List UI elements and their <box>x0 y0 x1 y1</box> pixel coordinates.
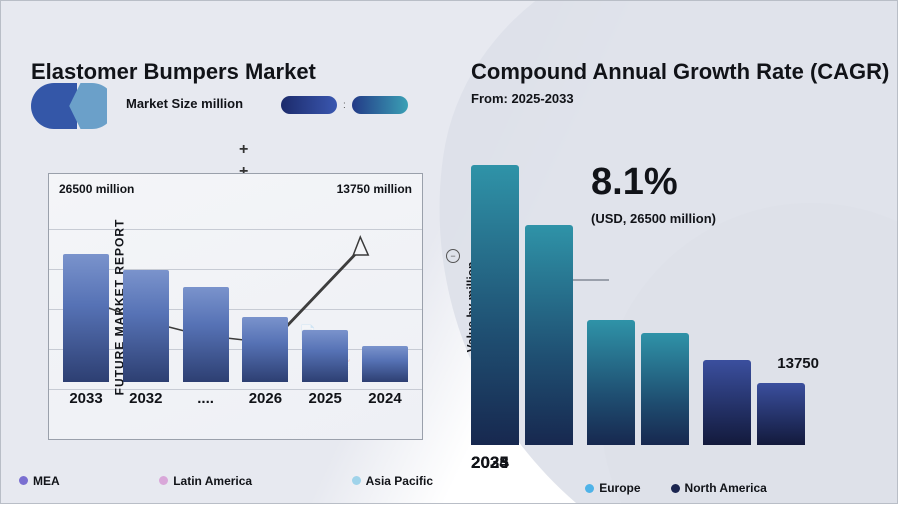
left-bar-line-chart: 26500 million 13750 million FUTURE MARKE… <box>48 173 423 440</box>
mini-pill-group: : <box>281 96 408 114</box>
slide-frame: Elastomer Bumpers Market Market Size mil… <box>0 0 898 504</box>
mini-pill-teal <box>352 96 408 114</box>
bar-col-2033[interactable]: 2033 <box>63 254 109 407</box>
legend-dot-europe <box>585 484 594 493</box>
bar-2025-right <box>641 333 689 445</box>
chart-label-top-right: 13750 million <box>337 182 412 196</box>
left-panel: Elastomer Bumpers Market Market Size mil… <box>1 1 451 504</box>
market-size-icon <box>31 83 115 129</box>
chart-label-top-left: 26500 million <box>59 182 134 196</box>
market-size-label: Market Size million <box>126 96 243 111</box>
bar-col-2032[interactable]: 2032 <box>123 270 169 407</box>
legend-dot-north-america <box>671 484 680 493</box>
bar-group-2024[interactable]: 13750 2024 <box>703 360 805 445</box>
legend-item-north-america[interactable]: North America <box>671 481 767 495</box>
bar-group-2025[interactable]: 2025 <box>587 320 689 445</box>
bar-col-2025[interactable]: 2025 <box>302 330 348 407</box>
bar-mid <box>183 287 229 382</box>
left-panel-title: Elastomer Bumpers Market <box>31 59 316 85</box>
bar-col-2024[interactable]: 2024 <box>362 346 408 407</box>
bar-2026 <box>242 317 288 382</box>
legend-item-latin-america[interactable]: Latin America <box>159 464 252 497</box>
bar-2024-left <box>703 360 751 445</box>
legend-item-mea[interactable]: MEA <box>19 464 60 497</box>
right-panel: Compound Annual Growth Rate (CAGR) From:… <box>451 1 898 504</box>
right-panel-title: Compound Annual Growth Rate (CAGR) <box>471 59 889 85</box>
bar-2033 <box>63 254 109 382</box>
plus-icon-1: + <box>239 141 248 159</box>
legend-dot-latin-america <box>159 476 168 485</box>
mini-pill-separator: : <box>343 100 346 111</box>
legend-item-asia-pacific[interactable]: Asia Pacific <box>352 464 433 497</box>
left-legend-row: MEA Latin America Asia Pacific <box>1 464 451 497</box>
bar-2032 <box>123 270 169 382</box>
bar-2033-right <box>525 225 573 445</box>
right-legend-row: Europe North America <box>451 481 898 495</box>
bar-2024-right: 13750 <box>757 383 805 445</box>
bar-2033-left <box>471 165 519 445</box>
mini-pill-dark <box>281 96 337 114</box>
left-bar-chart-bars: 2033 2032 .... 2026 2025 <box>63 207 408 407</box>
bar-2025-left <box>587 320 635 445</box>
bar-2025 <box>302 330 348 382</box>
bar-col-mid[interactable]: .... <box>183 287 229 407</box>
legend-dot-mea <box>19 476 28 485</box>
bar-2024-value-label: 13750 <box>777 355 819 372</box>
right-bar-chart: 2033 2025 13750 2024 <box>471 165 881 445</box>
bar-group-2033[interactable]: 2033 <box>471 165 573 445</box>
bar-2024 <box>362 346 408 382</box>
bar-col-2026[interactable]: 2026 <box>242 317 288 407</box>
right-panel-subtitle: From: 2025-2033 <box>471 91 574 106</box>
legend-item-europe[interactable]: Europe <box>585 481 640 495</box>
legend-dot-asia-pacific <box>352 476 361 485</box>
